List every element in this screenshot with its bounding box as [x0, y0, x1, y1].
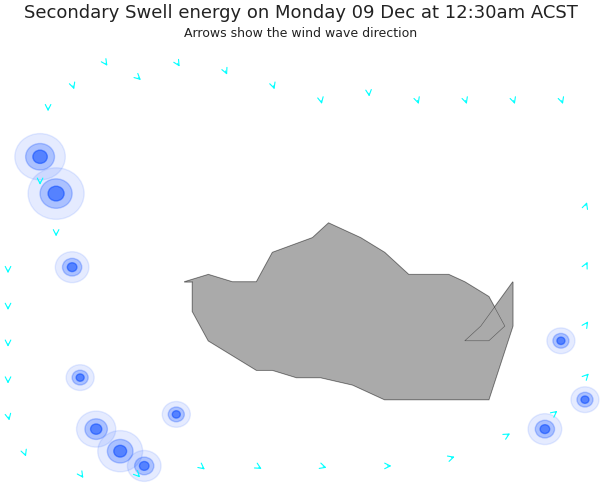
Circle shape	[557, 337, 565, 345]
Circle shape	[528, 414, 562, 445]
Circle shape	[48, 186, 64, 201]
Circle shape	[28, 168, 84, 219]
Circle shape	[172, 411, 180, 418]
Circle shape	[571, 387, 599, 412]
Circle shape	[55, 252, 89, 283]
Circle shape	[108, 439, 133, 463]
Polygon shape	[185, 223, 513, 400]
Circle shape	[15, 134, 66, 180]
Circle shape	[139, 462, 149, 470]
Circle shape	[114, 446, 127, 457]
Circle shape	[577, 392, 593, 407]
Circle shape	[63, 258, 82, 276]
Text: Arrows show the wind wave direction: Arrows show the wind wave direction	[184, 27, 417, 40]
Circle shape	[66, 365, 94, 390]
Circle shape	[76, 411, 116, 447]
Circle shape	[40, 179, 72, 208]
Text: Secondary Swell energy on Monday 09 Dec at 12:30am ACST: Secondary Swell energy on Monday 09 Dec …	[23, 4, 578, 22]
Circle shape	[168, 407, 185, 422]
Circle shape	[91, 424, 102, 434]
Circle shape	[85, 419, 108, 439]
Circle shape	[33, 150, 47, 163]
Circle shape	[26, 143, 55, 170]
Circle shape	[581, 396, 589, 404]
Circle shape	[76, 374, 84, 381]
Circle shape	[98, 430, 142, 472]
Circle shape	[67, 263, 77, 272]
Circle shape	[72, 370, 88, 385]
Circle shape	[535, 420, 555, 438]
Circle shape	[540, 425, 550, 433]
Circle shape	[127, 450, 161, 481]
Circle shape	[553, 333, 569, 348]
Circle shape	[135, 457, 154, 475]
Circle shape	[162, 402, 191, 427]
Circle shape	[547, 328, 575, 354]
